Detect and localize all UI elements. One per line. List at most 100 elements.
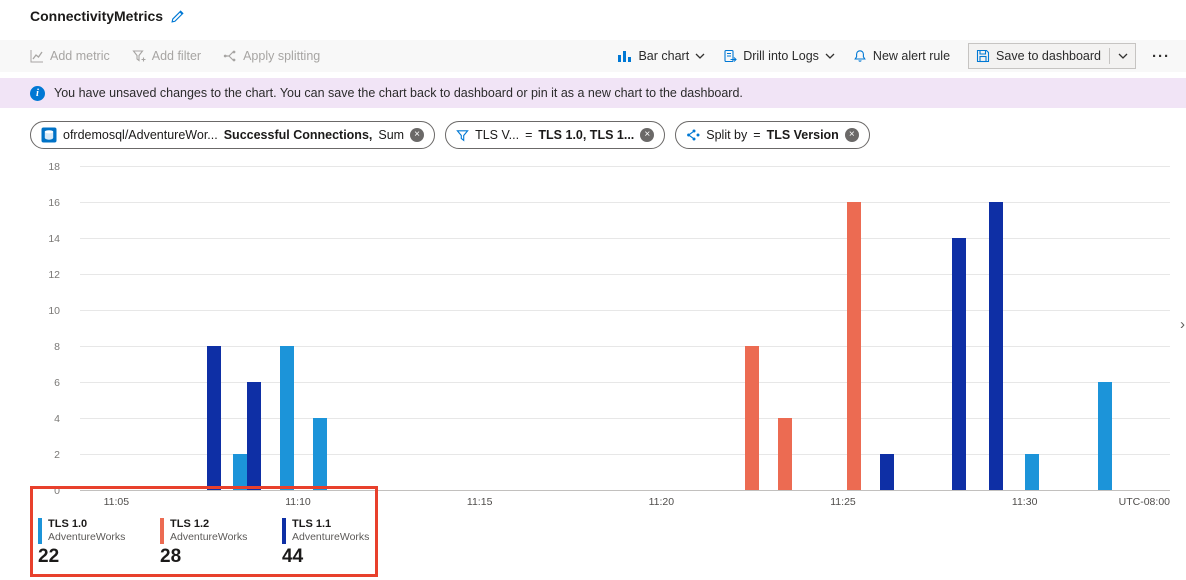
legend-item-tls-1-0[interactable]: TLS 1.0 AdventureWorks 22 [38,518,134,568]
drill-into-logs-label: Drill into Logs [743,49,819,63]
bar-tls-1-1 [988,202,1003,490]
new-alert-rule-label: New alert rule [872,49,951,63]
chart-type-button[interactable]: Bar chart [617,49,705,63]
legend-item-tls-1-1[interactable]: TLS 1.1 AdventureWorks 44 [282,518,378,568]
y-axis-label: 8 [54,341,60,354]
toolbar-left: Add metric Add filter Apply splitting [30,49,342,63]
metric-aggregation: Sum [378,128,405,142]
more-options-button[interactable]: ··· [1152,47,1170,65]
split-by-label: Split by [706,128,748,142]
metric-scope: ofrdemosql/AdventureWor... [63,128,218,142]
divider [1109,48,1110,64]
y-axis-label: 10 [48,305,60,317]
new-alert-rule-button[interactable]: New alert rule [853,49,950,63]
bar-tls-1-1 [952,238,967,490]
metric-pill[interactable]: ofrdemosql/AdventureWor... Successful Co… [30,121,436,149]
x-axis-label: 11:25 [830,496,856,508]
bar-tls-1-0 [232,454,247,490]
unsaved-changes-banner: i You have unsaved changes to the chart.… [0,78,1186,108]
x-axis-label: 11:30 [1011,496,1038,508]
remove-metric-icon[interactable]: × [410,128,425,142]
y-axis-label: 2 [54,449,60,462]
plot-area [80,166,1170,491]
split-value: TLS Version [766,128,839,142]
filter-values: TLS 1.0, TLS 1... [538,128,635,142]
apply-splitting-label: Apply splitting [243,49,321,63]
filter-pill[interactable]: TLS V... = TLS 1.0, TLS 1... × [445,121,666,149]
filter-funnel-icon [456,129,469,142]
gridline [80,274,1170,275]
legend-swatch [160,518,164,544]
legend-item-tls-1-2[interactable]: TLS 1.2 AdventureWorks 28 [160,518,256,568]
sql-database-icon [41,127,57,143]
y-axis-label: 0 [54,485,60,497]
gridline [80,238,1170,239]
gridline [80,490,1170,491]
legend-swatch [282,518,286,544]
gridline [80,382,1170,383]
save-icon [976,49,990,63]
y-axis-label: 6 [54,377,60,389]
bar-chart-icon [617,49,632,63]
bar-tls-1-0 [1024,454,1039,490]
save-dropdown-chevron-icon[interactable] [1118,53,1128,59]
x-axis: UTC-08:00 11:05 11:10 11:15 11:20 11:25 11:30 [80,496,1170,510]
save-to-dashboard-split-button: Save to dashboard [968,43,1136,69]
add-metric-button[interactable]: Add metric [30,49,110,63]
gridline [80,454,1170,456]
y-axis-label: 18 [48,161,60,173]
chart-toolbar: Add metric Add filter Apply splitting [0,40,1186,72]
legend-swatch [38,518,42,544]
save-to-dashboard-button[interactable]: Save to dashboard [976,49,1101,63]
page-title: ConnectivityMetrics [30,8,164,24]
split-pill[interactable]: Split by = TLS Version × [675,121,870,149]
y-axis-label: 16 [48,197,60,210]
save-to-dashboard-label: Save to dashboard [996,49,1101,63]
add-metric-icon [30,49,44,63]
legend-series-label: TLS 1.0 [48,518,88,530]
alert-bell-icon [853,49,867,63]
split-operator: = [753,128,761,142]
chevron-down-icon [825,53,835,59]
bar-tls-1-2 [745,346,760,490]
metric-pills-row: ofrdemosql/AdventureWor... Successful Co… [30,121,870,149]
bar-tls-1-1 [879,454,894,490]
edit-pencil-icon[interactable] [171,9,185,23]
y-axis-label: 4 [54,413,60,426]
legend-resource-label: AdventureWorks [48,531,126,544]
timezone-label: UTC-08:00 [1118,496,1170,508]
banner-text: You have unsaved changes to the chart. Y… [54,86,743,100]
add-metric-label: Add metric [50,49,110,63]
remove-split-icon[interactable]: × [844,128,859,142]
legend-total-value: 22 [38,545,60,567]
legend-resource-label: AdventureWorks [170,531,248,544]
legend-series-label: TLS 1.1 [292,518,332,530]
drill-into-logs-button[interactable]: Drill into Logs [723,49,835,63]
add-filter-label: Add filter [151,49,202,63]
chart-type-label: Bar chart [638,49,690,63]
chart-title-row: ConnectivityMetrics [30,8,185,24]
legend: TLS 1.0 AdventureWorks 22 TLS 1.2 AdventureW… [38,518,378,568]
logs-icon [723,49,737,63]
x-axis-label: 11:20 [648,496,675,508]
y-axis-label: 14 [48,233,60,245]
bar-tls-1-2 [777,418,792,490]
filter-field: TLS V... [475,128,520,142]
apply-splitting-icon [223,49,237,63]
add-filter-button[interactable]: Add filter [132,49,201,63]
bar-tls-1-1 [207,346,222,490]
legend-resource-label: AdventureWorks [292,531,370,544]
bar-tls-1-0 [1097,382,1112,490]
info-icon: i [30,85,45,101]
gridline [80,166,1170,167]
bar-tls-1-0 [312,418,327,490]
expand-panel-chevron[interactable]: › [1180,316,1185,333]
x-axis-label: 11:05 [103,496,130,508]
remove-filter-icon[interactable]: × [640,128,655,142]
apply-splitting-button[interactable]: Apply splitting [223,49,320,63]
legend-series-label: TLS 1.2 [170,518,210,530]
filter-operator: = [525,128,533,142]
legend-total-value: 28 [160,545,182,567]
metric-name: Successful Connections, [223,128,373,142]
